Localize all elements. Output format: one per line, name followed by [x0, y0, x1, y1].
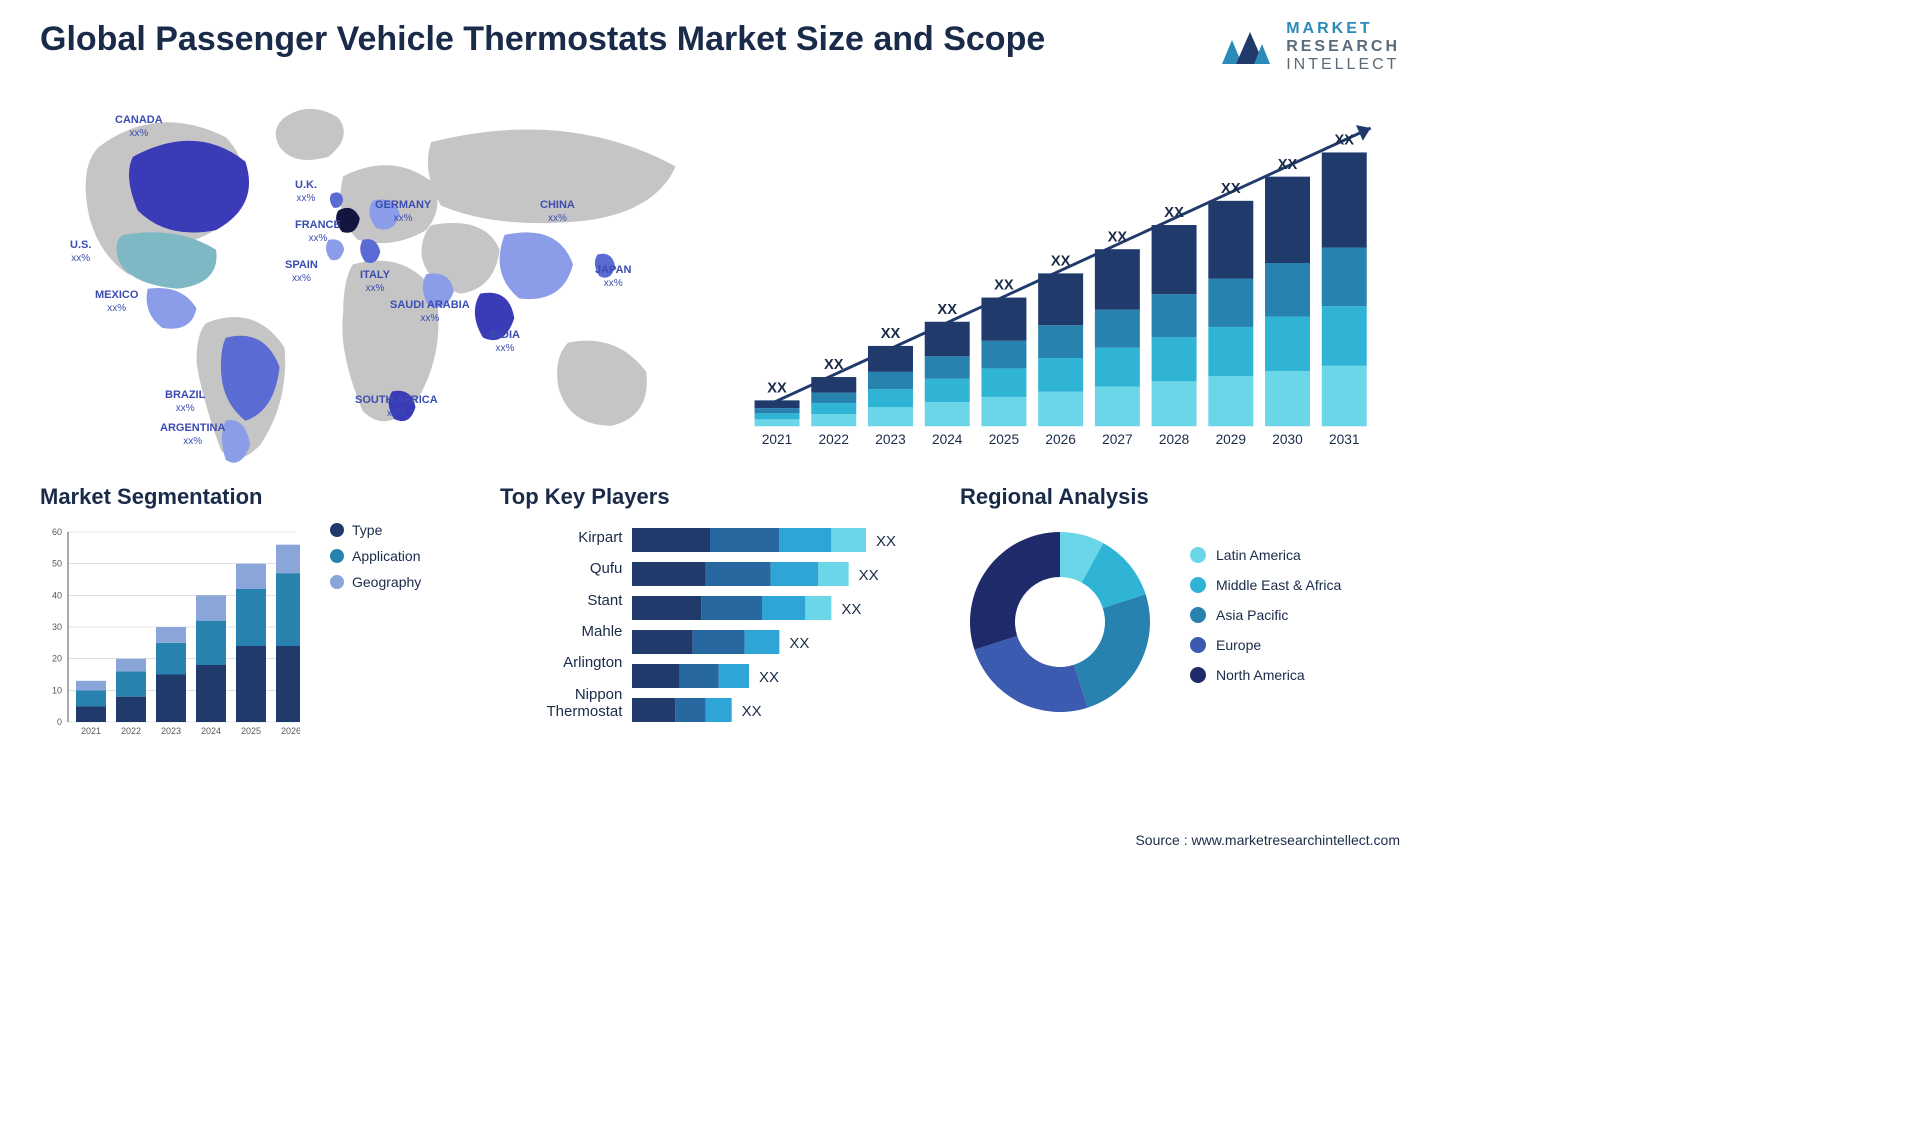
- map-label: MEXICOxx%: [95, 289, 138, 315]
- svg-text:XX: XX: [937, 302, 957, 318]
- player-name: Nippon Thermostat: [500, 686, 622, 720]
- svg-text:2025: 2025: [241, 726, 261, 736]
- svg-text:30: 30: [52, 622, 62, 632]
- svg-text:10: 10: [52, 685, 62, 695]
- legend-item: Type: [330, 522, 421, 538]
- map-label: ARGENTINAxx%: [160, 422, 225, 448]
- svg-text:2022: 2022: [819, 432, 849, 447]
- logo-icon: [1216, 26, 1276, 68]
- legend-item: Middle East & Africa: [1190, 577, 1341, 593]
- svg-text:XX: XX: [1051, 254, 1071, 270]
- legend-item: North America: [1190, 667, 1341, 683]
- svg-text:2021: 2021: [81, 726, 101, 736]
- map-label: CHINAxx%: [540, 199, 575, 225]
- svg-text:40: 40: [52, 590, 62, 600]
- svg-text:XX: XX: [1108, 229, 1128, 245]
- map-label: SOUTH AFRICAxx%: [355, 394, 438, 420]
- segmentation-legend: Type Application Geography: [330, 522, 421, 742]
- svg-text:XX: XX: [1164, 205, 1184, 221]
- regional-title: Regional Analysis: [960, 484, 1400, 510]
- svg-text:50: 50: [52, 559, 62, 569]
- player-name: Arlington: [500, 654, 622, 671]
- svg-text:XX: XX: [1278, 157, 1298, 173]
- svg-text:XX: XX: [1221, 181, 1241, 197]
- svg-text:XX: XX: [742, 703, 762, 720]
- svg-text:0: 0: [57, 717, 62, 727]
- legend-item: Europe: [1190, 637, 1341, 653]
- svg-text:XX: XX: [859, 567, 879, 584]
- svg-text:2027: 2027: [1102, 432, 1132, 447]
- svg-text:2030: 2030: [1272, 432, 1303, 447]
- players-labels: Kirpart Qufu Stant Mahle Arlington Nippon The…: [500, 522, 622, 727]
- svg-text:2024: 2024: [932, 432, 963, 447]
- legend-item: Asia Pacific: [1190, 607, 1341, 623]
- svg-text:2024: 2024: [201, 726, 221, 736]
- svg-text:XX: XX: [994, 278, 1014, 294]
- map-label: JAPANxx%: [595, 264, 631, 290]
- map-label: INDIAxx%: [490, 329, 520, 355]
- brand-logo: MARKET RESEARCH INTELLECT: [1216, 20, 1400, 74]
- logo-research-text: RESEARCH: [1286, 38, 1400, 56]
- map-label: U.S.xx%: [70, 239, 91, 265]
- map-label: SAUDI ARABIAxx%: [390, 299, 470, 325]
- source-text: Source : www.marketresearchintellect.com: [1135, 832, 1400, 848]
- svg-text:2021: 2021: [762, 432, 792, 447]
- map-label: SPAINxx%: [285, 259, 318, 285]
- page-title: Global Passenger Vehicle Thermostats Mar…: [40, 20, 1045, 59]
- regional-legend: Latin America Middle East & Africa Asia Pa…: [1190, 547, 1341, 697]
- segmentation-title: Market Segmentation: [40, 484, 480, 510]
- svg-text:XX: XX: [881, 326, 901, 342]
- svg-text:60: 60: [52, 527, 62, 537]
- svg-text:XX: XX: [759, 669, 779, 686]
- svg-text:2031: 2031: [1329, 432, 1359, 447]
- svg-text:2028: 2028: [1159, 432, 1190, 447]
- svg-text:XX: XX: [790, 635, 810, 652]
- svg-text:2029: 2029: [1216, 432, 1246, 447]
- players-chart: XX XX XX XX XX XX: [632, 522, 940, 732]
- map-label: BRAZILxx%: [165, 389, 205, 415]
- map-label: ITALYxx%: [360, 269, 390, 295]
- svg-text:2022: 2022: [121, 726, 141, 736]
- svg-text:XX: XX: [842, 601, 862, 618]
- player-name: Mahle: [500, 623, 622, 640]
- growth-bar-chart: XX 2021 XX 2022 XX 2023 XX 2024 XX 2025 XX 2026 XX 20…: [735, 84, 1400, 474]
- logo-intellect-text: INTELLECT: [1286, 56, 1400, 74]
- player-name: Qufu: [500, 560, 622, 577]
- svg-text:XX: XX: [824, 357, 844, 373]
- svg-text:XX: XX: [767, 381, 787, 397]
- regional-donut: [960, 522, 1160, 722]
- player-name: Stant: [500, 592, 622, 609]
- map-label: CANADAxx%: [115, 114, 163, 140]
- segmentation-chart: 0 10 20 30 40 50 60 2021 2022 2023 2024 2025 2026: [40, 522, 300, 742]
- svg-text:2026: 2026: [1045, 432, 1076, 447]
- svg-text:20: 20: [52, 654, 62, 664]
- map-label: FRANCExx%: [295, 219, 341, 245]
- players-title: Top Key Players: [500, 484, 940, 510]
- svg-text:2026: 2026: [281, 726, 300, 736]
- logo-market-text: MARKET: [1286, 20, 1400, 38]
- map-label: U.K.xx%: [295, 179, 317, 205]
- map-label: GERMANYxx%: [375, 199, 431, 225]
- legend-item: Application: [330, 548, 421, 564]
- legend-item: Geography: [330, 574, 421, 590]
- segmentation-panel: Market Segmentation 0 10 20 30 40 50 60 2021 202…: [40, 484, 480, 742]
- player-name: Kirpart: [500, 529, 622, 546]
- world-map: CANADAxx% U.S.xx% MEXICOxx% BRAZILxx% ARGENT…: [40, 84, 705, 474]
- svg-text:2025: 2025: [989, 432, 1020, 447]
- svg-text:XX: XX: [876, 533, 896, 550]
- players-panel: Top Key Players Kirpart Qufu Stant Mahle Arl…: [500, 484, 940, 742]
- svg-text:XX: XX: [1334, 133, 1354, 149]
- svg-text:2023: 2023: [875, 432, 906, 447]
- regional-panel: Regional Analysis Latin America Middle Ea…: [960, 484, 1400, 742]
- legend-item: Latin America: [1190, 547, 1341, 563]
- svg-text:2023: 2023: [161, 726, 181, 736]
